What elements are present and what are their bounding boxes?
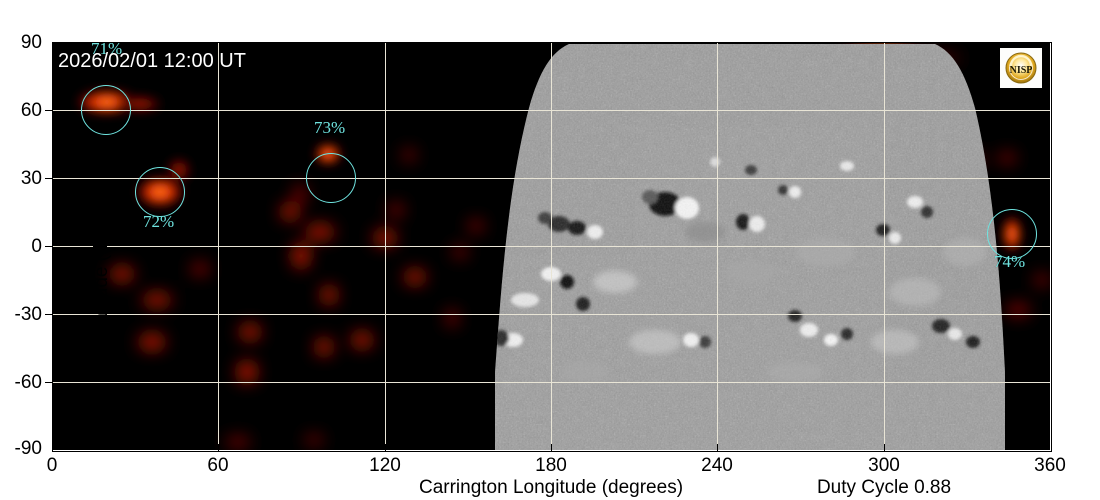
timestamp-label: 2026/02/01 12:00 UT: [58, 50, 246, 72]
xtick-label-0: 0: [46, 455, 58, 476]
ytick-label-30: 30: [20, 168, 42, 189]
xtick-mark-120: [385, 444, 386, 451]
detection-circle-72[interactable]: [135, 167, 185, 217]
detection-circle-73[interactable]: [306, 153, 356, 203]
ytick-label-90: 90: [20, 32, 42, 53]
xtick-label-120: 120: [369, 455, 401, 476]
ytick-mark-60: [45, 110, 52, 111]
ytick-mark-0: [45, 246, 52, 247]
xtick-mark-300: [884, 444, 885, 451]
xtick-label-180: 180: [535, 455, 567, 476]
xtick-label-60: 60: [207, 455, 229, 476]
y-axis-title: Latitude (degrees): [91, 179, 112, 335]
ytick-mark-30: [45, 178, 52, 179]
ytick-label-60: 60: [20, 100, 42, 121]
ytick-label-m60: -60: [14, 372, 42, 393]
xtick-label-300: 300: [868, 455, 900, 476]
magnetogram-layer: [495, 42, 1005, 450]
ytick-mark-m60: [45, 382, 52, 383]
nisp-logo: NISP: [1000, 48, 1042, 88]
xtick-mark-180: [551, 444, 552, 451]
plot-canvas[interactable]: 71% 72% 73% 74% 2026/02/01 12:00 UT: [52, 42, 1050, 450]
ytick-mark-m30: [45, 314, 52, 315]
x-axis-title: Carrington Longitude (degrees): [418, 477, 684, 498]
xtick-mark-240: [717, 444, 718, 451]
detection-label-72: 72%: [143, 212, 175, 231]
xtick-label-240: 240: [701, 455, 733, 476]
ytick-label-m90: -90: [14, 438, 42, 459]
xtick-label-360: 360: [1034, 455, 1066, 476]
detection-label-73: 73%: [314, 118, 346, 137]
detection-circle-74[interactable]: [987, 209, 1037, 259]
ytick-label-m30: -30: [14, 304, 42, 325]
detection-label-74: 74%: [994, 252, 1026, 271]
ytick-label-0: 0: [31, 236, 42, 257]
detection-circle-71[interactable]: [81, 85, 131, 135]
detection-label-71: 71%: [91, 42, 123, 58]
nisp-logo-text: NISP: [1010, 65, 1033, 76]
xtick-mark-60: [218, 444, 219, 451]
duty-cycle-label: Duty Cycle 0.88: [816, 477, 952, 498]
